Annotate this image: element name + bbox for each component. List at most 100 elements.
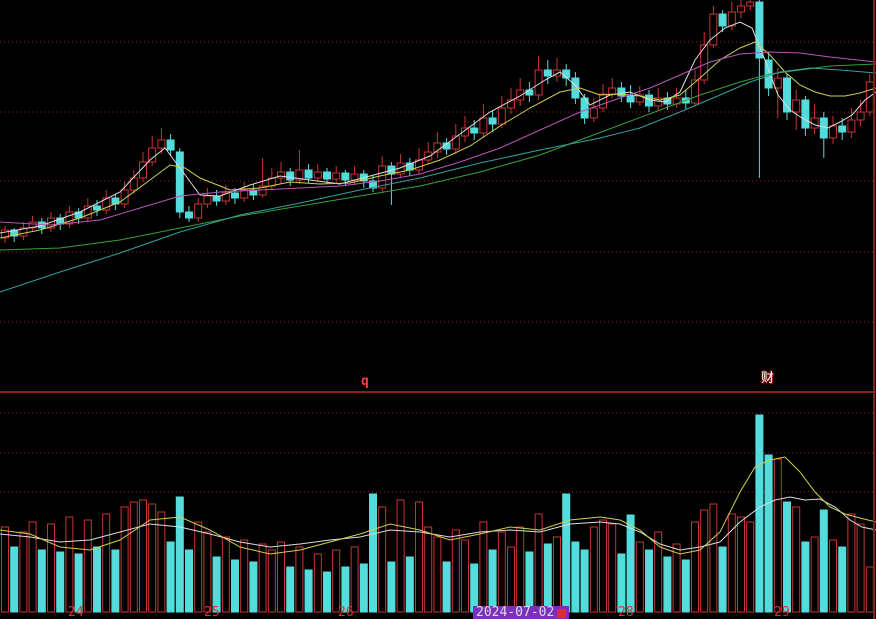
volume-bar-up (773, 458, 782, 613)
volume-bar-down (93, 546, 101, 613)
volume-bar-down (175, 496, 184, 613)
volume-bar-down (387, 561, 396, 613)
ma-green-line (0, 63, 876, 251)
candle-down (718, 13, 727, 27)
volume-bar-up (378, 506, 387, 613)
volume-bar-down (571, 541, 580, 613)
time-axis-label-selected: 2024-07-02 (473, 606, 570, 619)
candle-up (497, 107, 506, 125)
volume-bar-up (709, 503, 718, 613)
volume-bar-up (810, 536, 819, 613)
volume-bar-up (608, 523, 617, 613)
volume-bar-up (856, 523, 865, 613)
volume-bar-up (737, 516, 745, 613)
candle-up (507, 99, 515, 109)
candle-down (93, 205, 101, 211)
volume-bar-down (718, 546, 727, 613)
volume-bar-up (553, 536, 561, 613)
volume-bar-down (212, 556, 221, 613)
volume-bar-up (635, 541, 644, 613)
candle-down (783, 77, 791, 113)
volume-bar-up (829, 539, 837, 613)
volume-bar-down (231, 559, 239, 613)
volume-bar-up (277, 541, 285, 613)
volume-bar-up (516, 526, 525, 613)
volume-bar-up (350, 546, 359, 613)
candle-up (157, 139, 166, 149)
volume-bar-up (148, 503, 157, 613)
volume-bar-down (74, 553, 83, 613)
candle-up (727, 11, 736, 27)
volume-bar-down (617, 553, 626, 613)
volume-bar-down (645, 549, 653, 613)
candle-up (773, 77, 782, 89)
volume-bar-up (19, 531, 28, 613)
candle-down (212, 195, 221, 202)
ma-teal-line (0, 67, 876, 293)
volume-bar-up (102, 513, 111, 613)
volume-bar-up (295, 546, 304, 613)
volume-bar-up (451, 529, 460, 613)
candle-down (341, 172, 350, 181)
volume-bar-down (405, 556, 414, 613)
ma-white-line (0, 21, 876, 234)
volume-bar-up (313, 553, 322, 613)
time-axis-label: 25 (204, 605, 220, 619)
candle-up (102, 197, 111, 211)
candle-down (166, 139, 175, 151)
candle-up (847, 119, 856, 133)
price-ma-lines (0, 21, 876, 293)
gridlines (0, 41, 876, 493)
volume-bar-down (488, 549, 497, 613)
volume-bar-up (433, 536, 442, 613)
volume-bar-up (120, 506, 129, 613)
volume-bar-up (424, 526, 433, 613)
volume-bar-down (37, 549, 46, 613)
candle-up (240, 189, 249, 199)
candle-up (709, 13, 718, 46)
volume-bar-up (415, 501, 423, 613)
candle-up (295, 169, 304, 181)
candle-up (479, 117, 488, 134)
candle-up (829, 125, 837, 139)
time-axis-label: 26 (338, 605, 354, 619)
volume-bar-down (525, 551, 534, 613)
volume-bar-down (783, 501, 791, 613)
candle-up (83, 205, 92, 219)
candle-down (525, 89, 534, 96)
volume-bar-down (369, 493, 377, 613)
volume-bar-up (746, 521, 755, 613)
volume-bar-up (507, 546, 515, 613)
volume-bar-up (792, 506, 801, 613)
volume-bar-up (1, 526, 9, 613)
candle-down (231, 192, 239, 199)
volume-bar-up (461, 539, 469, 613)
candle-up (194, 203, 203, 219)
candle-up (737, 5, 745, 13)
candle-down (286, 171, 295, 181)
volume-bar-up (691, 521, 699, 613)
volume-bar-down (359, 563, 368, 613)
candle-down (838, 125, 847, 133)
volume-bar-down (543, 543, 552, 613)
candle-down (185, 211, 193, 219)
volume-bar-up (534, 513, 543, 613)
volume-bar-up (479, 521, 488, 613)
marker-q: q (361, 374, 369, 389)
candle-up (451, 135, 460, 150)
candle-up (221, 192, 230, 202)
time-axis: 24 25 26 2024-07-02 28 29 (0, 606, 876, 619)
volume-bar-up (83, 519, 92, 613)
candlestick-series (1, 0, 874, 243)
candle-up (589, 107, 598, 119)
volume-ma-lines (0, 456, 876, 555)
volume-bar-up (497, 531, 506, 613)
ma-magenta-line (0, 51, 876, 226)
volume-bar-down (755, 414, 764, 613)
volma-yellow-line (0, 456, 876, 555)
candle-down (10, 229, 19, 237)
red-square-icon (557, 608, 567, 618)
